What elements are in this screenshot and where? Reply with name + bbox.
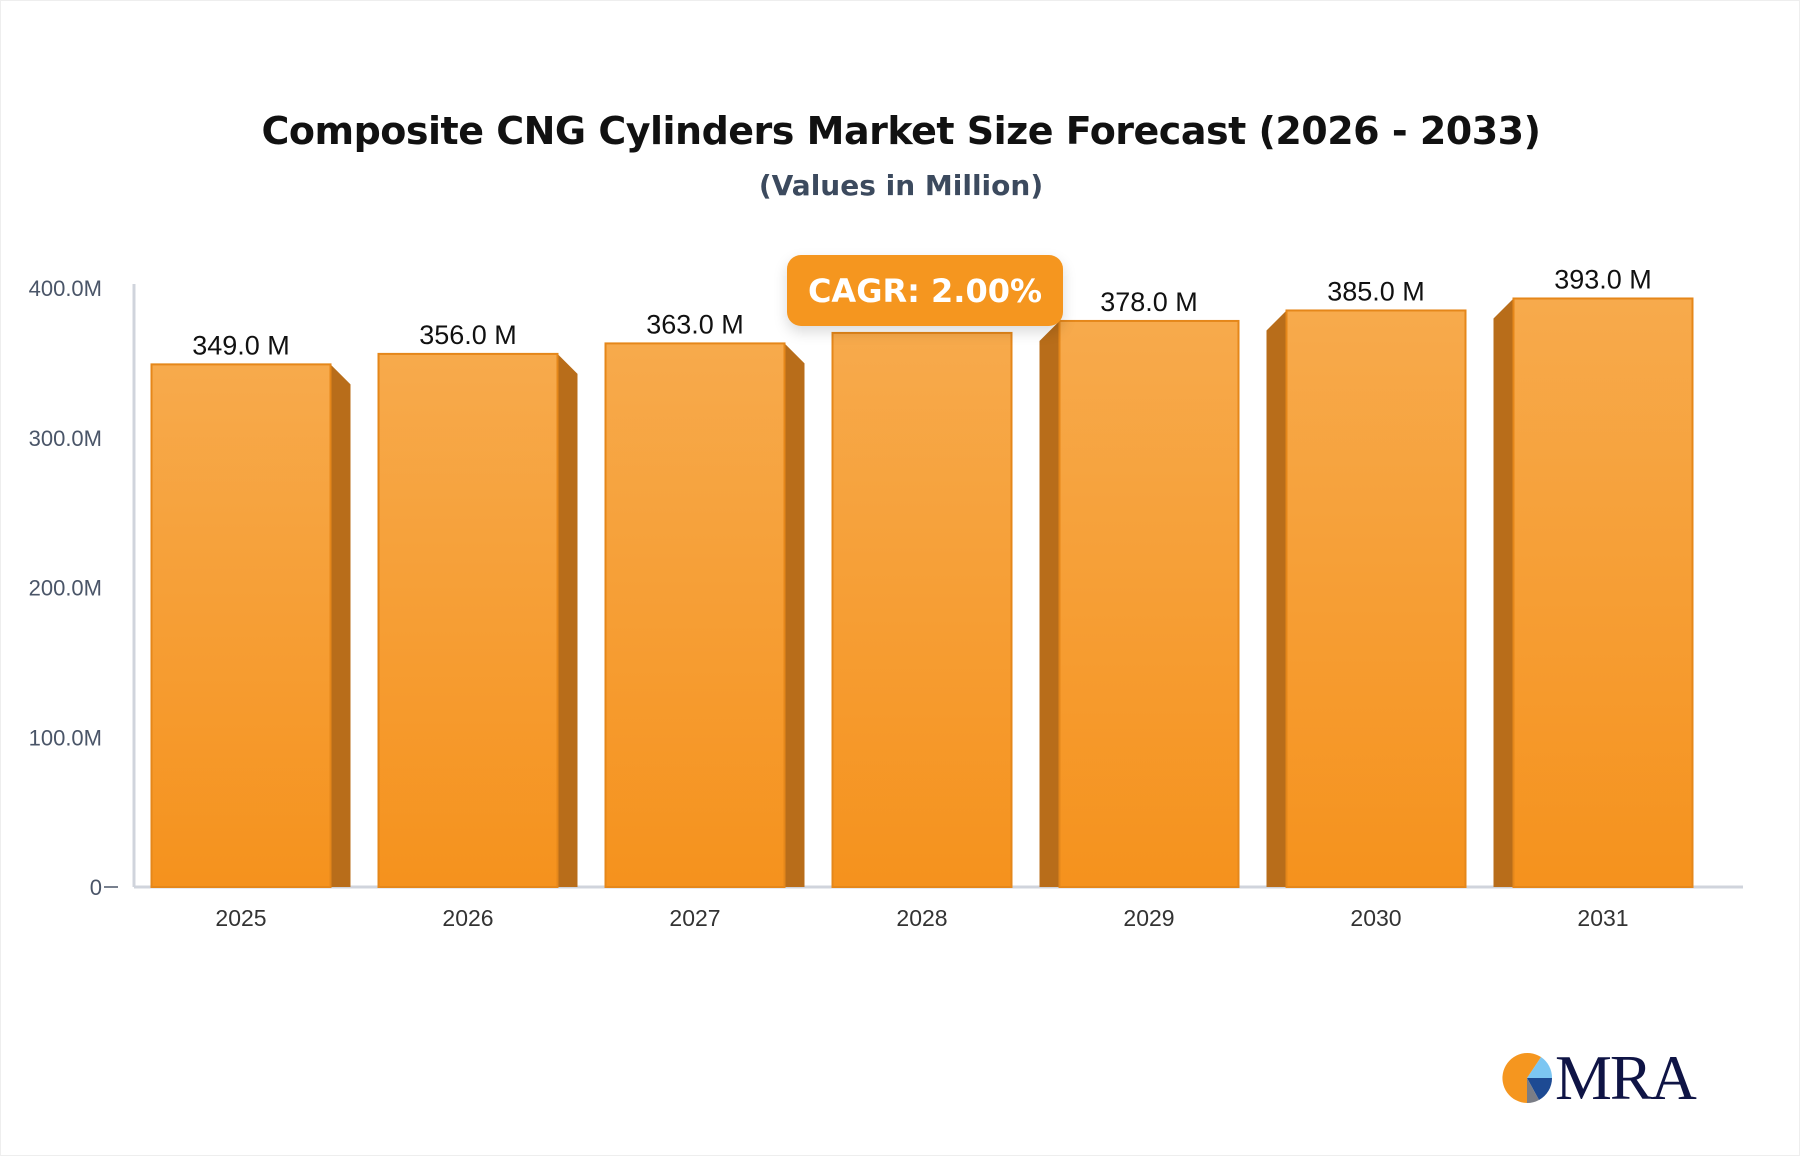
bar-side — [330, 364, 351, 887]
bar-side — [557, 353, 578, 887]
pie-logo-icon — [1502, 1053, 1553, 1104]
mra-logo: MRA — [1501, 1041, 1697, 1115]
x-tick-label: 2029 — [1123, 905, 1174, 931]
bar-side — [1039, 320, 1060, 887]
cagr-badge: CAGR: 2.00% — [787, 255, 1063, 326]
chart-title: Composite CNG Cylinders Market Size Fore… — [261, 109, 1541, 153]
bar-2029 — [1058, 319, 1240, 888]
logo-text: MRA — [1555, 1042, 1697, 1113]
x-tick-label: 2025 — [215, 905, 266, 931]
bar-2027 — [604, 342, 786, 889]
data-label: 393.0 M — [1554, 264, 1652, 294]
bar-side — [784, 343, 805, 888]
bar-2028 — [831, 331, 1013, 888]
x-tick-label: 2028 — [896, 905, 947, 931]
data-label: 378.0 M — [1100, 287, 1198, 317]
data-label: 385.0 M — [1327, 276, 1425, 306]
x-tick-label: 2027 — [669, 905, 720, 931]
chart-subtitle: (Values in Million) — [758, 169, 1044, 202]
bar-side — [1493, 298, 1514, 887]
data-label: 356.0 M — [419, 320, 517, 350]
x-tick-label: 2030 — [1350, 905, 1401, 931]
y-tick-label: 300.0M — [29, 426, 102, 451]
bar-2025 — [150, 363, 332, 888]
bar-2031 — [1512, 297, 1694, 889]
data-label: 349.0 M — [192, 330, 290, 360]
data-label: 363.0 M — [646, 309, 744, 339]
y-tick-label: 100.0M — [29, 725, 102, 750]
bar-side — [1266, 310, 1287, 887]
x-tick-label: 2026 — [442, 905, 493, 931]
y-tick-label: 400.0M — [29, 276, 102, 301]
bar-2026 — [377, 352, 559, 888]
y-tick-label: 200.0M — [29, 576, 102, 601]
y-tick-label: 0 — [90, 875, 102, 900]
x-tick-label: 2031 — [1577, 905, 1628, 931]
bar-2030 — [1285, 309, 1467, 888]
